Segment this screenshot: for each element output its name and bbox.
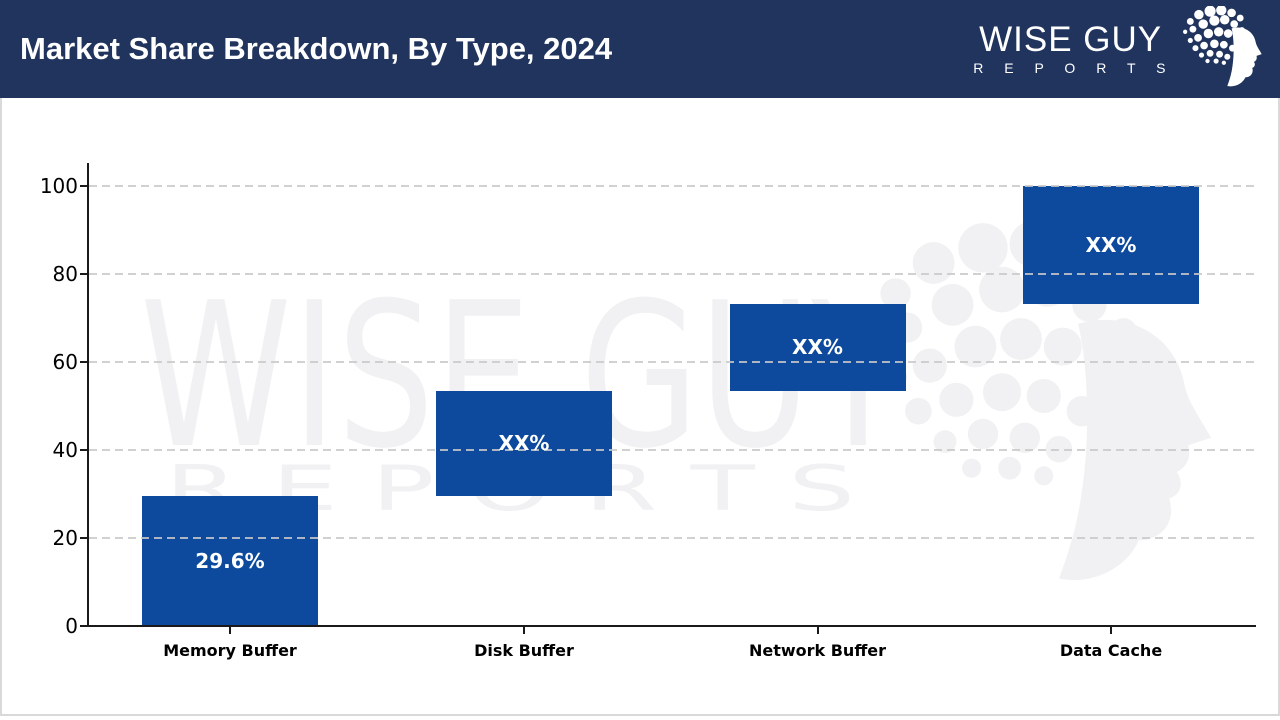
page-title: Market Share Breakdown, By Type, 2024 <box>20 31 613 66</box>
content-border-left <box>0 98 2 716</box>
content-border-bottom <box>0 714 1280 716</box>
logo-subtext: R E P O R T S <box>973 59 1174 76</box>
content-border-right <box>1278 98 1280 716</box>
header-bar: Market Share Breakdown, By Type, 2024 WI… <box>0 0 1280 98</box>
chart-area <box>0 98 1280 720</box>
logo-wordmark-text: WISE GUY <box>979 19 1163 59</box>
logo-head-icon <box>1183 6 1262 87</box>
logo-wordmark: WISE GUY R E P O R T S <box>967 19 1174 77</box>
brand-logo: WISE GUY R E P O R T S <box>967 6 1266 92</box>
